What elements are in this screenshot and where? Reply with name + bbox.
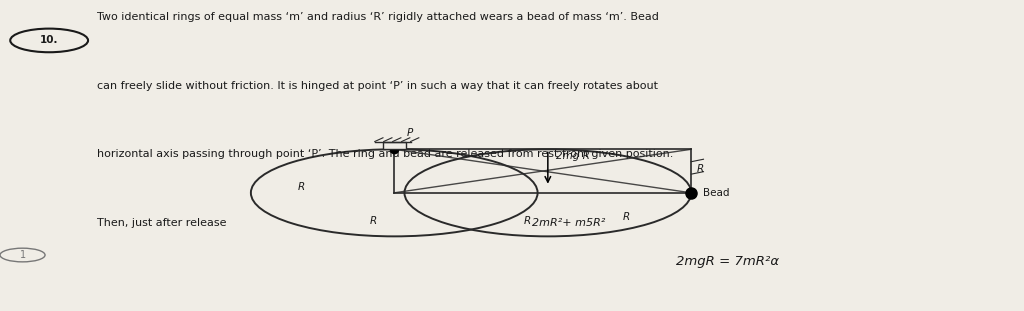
- Text: R: R: [696, 164, 703, 174]
- Text: Then, just after release: Then, just after release: [97, 218, 226, 228]
- Text: 2mR²+ m5R²: 2mR²+ m5R²: [532, 218, 606, 228]
- Text: R: R: [297, 182, 305, 192]
- Text: 1: 1: [19, 250, 26, 260]
- Text: P: P: [407, 128, 413, 138]
- Bar: [383, 142, 406, 149]
- Text: 2mg R: 2mg R: [556, 151, 590, 161]
- Text: Two identical rings of equal mass ‘m’ and radius ‘R’ rigidly attached wears a be: Two identical rings of equal mass ‘m’ an…: [97, 12, 659, 22]
- Text: R: R: [370, 216, 378, 226]
- Text: R: R: [623, 212, 631, 222]
- Text: horizontal axis passing through point ‘P’. The ring and bead are released from r: horizontal axis passing through point ‘P…: [97, 149, 674, 159]
- Text: R: R: [523, 216, 531, 226]
- Text: 10.: 10.: [40, 35, 58, 45]
- Text: Bead: Bead: [703, 188, 730, 198]
- Text: 2mgR = 7mR²α: 2mgR = 7mR²α: [676, 255, 779, 268]
- Text: can freely slide without friction. It is hinged at point ‘P’ in such a way that : can freely slide without friction. It is…: [97, 81, 658, 91]
